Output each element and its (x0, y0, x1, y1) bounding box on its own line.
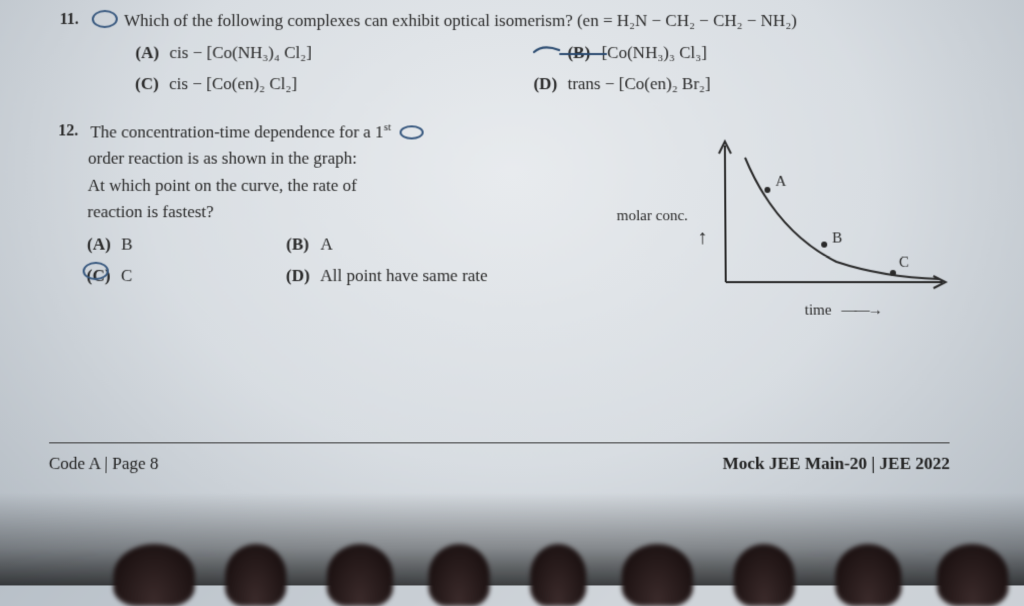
thumbs-shadow (52, 524, 1024, 586)
q11-option-a: (A) cis − [Co(NH₃)₄ Cl₂] (135, 40, 533, 66)
finger-shadow (937, 544, 1009, 606)
finger-shadow (225, 544, 286, 606)
q12-number: 12. (58, 119, 86, 144)
option-label: (A) (135, 40, 169, 66)
q11-option-b: (B) [Co(NH₃)₃ Cl₃] (533, 40, 931, 66)
option-value: B (121, 232, 133, 259)
q11-text: Which of the following complexes can exh… (124, 11, 573, 30)
swoosh-icon (533, 42, 561, 56)
option-value: cis − [Co(NH₃)₄ Cl₂] (169, 40, 312, 66)
ylabel-text: molar conc. (617, 208, 688, 224)
q12-line3: At which point on the curve, the rate of (88, 172, 585, 199)
finger-shadow (113, 544, 195, 606)
hand-circle-c (83, 262, 109, 280)
finger-shadow (327, 544, 393, 606)
option-label: (D) (533, 71, 567, 97)
hand-circle-mark (92, 10, 118, 28)
option-value: trans − [Co(en)₂ Br₂] (568, 71, 711, 97)
q12-line1: The concentration-time dependence for a … (90, 122, 383, 141)
right-arrow-icon: ——→ (841, 302, 881, 318)
finger-shadow (733, 544, 794, 606)
q11-option-d: (D) trans − [Co(en)₂ Br₂] (533, 71, 932, 97)
option-label: (C) (86, 263, 121, 290)
page: 11. Which of the following complexes can… (0, 0, 1024, 585)
option-label: (D) (286, 263, 320, 290)
option-label: (A) (87, 232, 122, 259)
option-value: cis − [Co(en)₂ Cl₂] (169, 71, 297, 97)
option-label: (B) (568, 40, 602, 66)
hand-oval-icon (399, 125, 423, 139)
graph-ylabel: molar conc. (617, 208, 688, 225)
q11-posttext: (en = H₂N − CH₂ − CH₂ − NH₂) (577, 11, 797, 30)
graph-point-c: C (899, 255, 909, 271)
xlabel-text: time (805, 302, 832, 318)
q11-options: (A) cis − [Co(NH₃)₄ Cl₂] (B) [Co(NH₃)₃ C… (135, 40, 965, 101)
graph-point-b: B (832, 230, 842, 246)
q12-sup: st (384, 122, 391, 134)
option-label: (B) (286, 232, 320, 259)
finger-shadow (530, 544, 586, 606)
q12-line4: reaction is fastest? (87, 199, 585, 226)
question-11: 11. Which of the following complexes can… (59, 8, 966, 101)
graph-xlabel: time ——→ (805, 302, 881, 319)
q11-option-c: (C) cis − [Co(en)₂ Cl₂] (135, 71, 534, 97)
concentration-time-graph: A B C molar conc. ↑ time ——→ (695, 135, 958, 317)
footer-left: Code A | Page 8 (49, 454, 159, 475)
q12-option-a: (A) B (87, 232, 286, 259)
q12-line2: order reaction is as shown in the graph: (88, 146, 585, 173)
option-label: (C) (135, 71, 169, 97)
q12-option-b: (B) A (286, 232, 560, 259)
option-value: C (121, 263, 133, 290)
option-value: All point have same rate (320, 263, 488, 290)
q12-option-d: (D) All point have same rate (286, 263, 560, 290)
q12-options: (A) B (B) A (C) (86, 232, 585, 294)
up-arrow-icon: ↑ (697, 226, 707, 249)
page-footer: Code A | Page 8 Mock JEE Main-20 | JEE 2… (49, 454, 950, 475)
option-value: [Co(NH₃)₃ Cl₃] (602, 40, 707, 66)
q11-number: 11. (60, 8, 88, 33)
finger-shadow (429, 544, 490, 606)
footer-right: Mock JEE Main-20 | JEE 2022 (722, 454, 950, 475)
footer-divider (49, 442, 949, 443)
graph-svg: A B C (695, 135, 958, 312)
option-value: A (320, 232, 333, 259)
q12-option-c: (C) C (86, 263, 286, 290)
finger-shadow (622, 544, 693, 606)
finger-shadow (835, 544, 902, 606)
graph-point-a: A (775, 174, 786, 190)
